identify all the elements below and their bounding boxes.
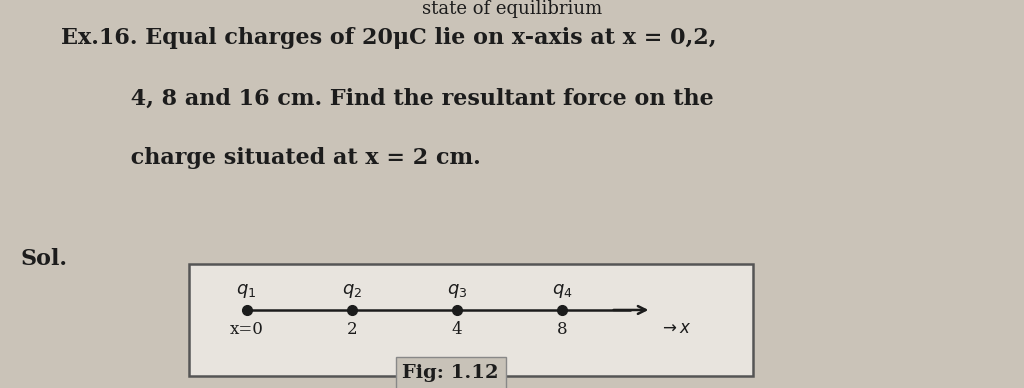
Text: charge situated at x = 2 cm.: charge situated at x = 2 cm. — [61, 147, 481, 170]
Text: state of equilibrium: state of equilibrium — [422, 0, 602, 18]
Text: 8: 8 — [557, 321, 567, 338]
Text: $q_3$: $q_3$ — [446, 282, 467, 300]
Text: $q_2$: $q_2$ — [342, 282, 361, 300]
FancyBboxPatch shape — [189, 264, 753, 376]
Text: x=0: x=0 — [229, 321, 263, 338]
Text: 4: 4 — [452, 321, 462, 338]
Text: $q_4$: $q_4$ — [552, 282, 572, 300]
Text: Ex.16. Equal charges of 20μC lie on x-axis at x = 0,2,: Ex.16. Equal charges of 20μC lie on x-ax… — [61, 27, 717, 49]
Text: 4, 8 and 16 cm. Find the resultant force on the: 4, 8 and 16 cm. Find the resultant force… — [61, 87, 714, 109]
Text: $q_1$: $q_1$ — [237, 282, 257, 300]
Text: $\rightarrow x$: $\rightarrow x$ — [659, 320, 692, 337]
Text: 2: 2 — [346, 321, 357, 338]
Text: Sol.: Sol. — [20, 248, 68, 270]
Text: Fig: 1.12: Fig: 1.12 — [402, 364, 499, 382]
